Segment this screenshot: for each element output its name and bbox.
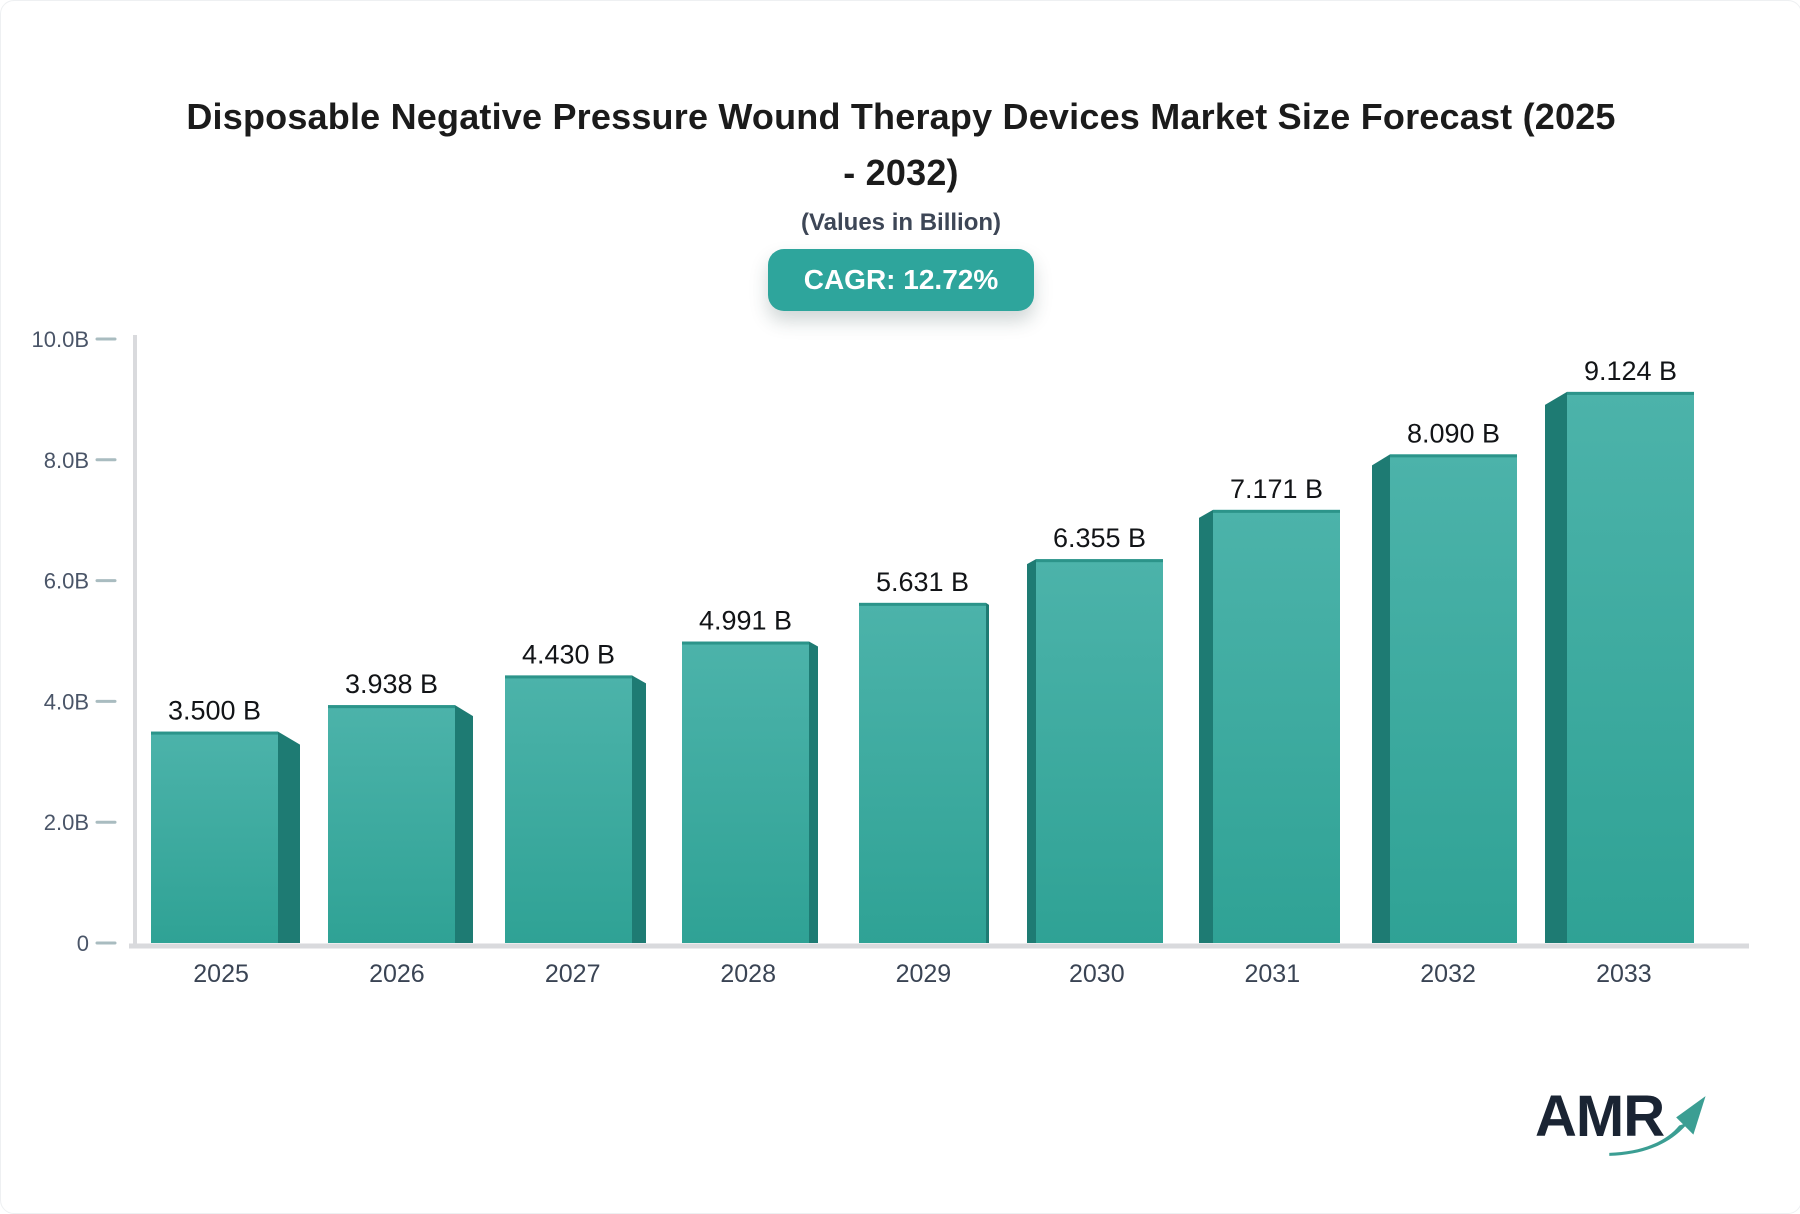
- title-line-1: Disposable Negative Pressure Wound Thera…: [186, 96, 1616, 137]
- svg-text:3.500 B: 3.500 B: [168, 696, 261, 726]
- svg-text:5.631 B: 5.631 B: [876, 567, 969, 597]
- svg-text:8.0B: 8.0B: [44, 448, 89, 473]
- svg-text:2027: 2027: [545, 960, 601, 988]
- svg-text:3.938 B: 3.938 B: [345, 669, 438, 699]
- svg-text:2025: 2025: [193, 960, 249, 988]
- svg-text:7.171 B: 7.171 B: [1230, 474, 1323, 504]
- svg-text:2030: 2030: [1069, 960, 1125, 988]
- chart-subtitle: (Values in Billion): [800, 209, 1002, 236]
- svg-text:4.991 B: 4.991 B: [699, 606, 792, 636]
- chart-header: Disposable Negative Pressure Wound Thera…: [51, 89, 1751, 311]
- svg-text:2031: 2031: [1244, 960, 1300, 988]
- svg-text:4.430 B: 4.430 B: [522, 639, 615, 669]
- svg-text:10.0B: 10.0B: [32, 327, 90, 352]
- svg-text:0: 0: [77, 931, 89, 956]
- svg-text:2026: 2026: [369, 960, 425, 988]
- title-line-2: - 2032): [843, 152, 959, 193]
- svg-text:2033: 2033: [1596, 960, 1652, 988]
- svg-text:2.0B: 2.0B: [44, 810, 89, 835]
- svg-text:6.0B: 6.0B: [44, 569, 89, 594]
- svg-text:2032: 2032: [1420, 960, 1476, 988]
- cagr-badge: CAGR: 12.72%: [767, 249, 1035, 311]
- svg-text:2029: 2029: [896, 960, 952, 988]
- svg-text:6.355 B: 6.355 B: [1053, 523, 1146, 553]
- svg-text:9.124 B: 9.124 B: [1584, 356, 1677, 386]
- svg-text:2028: 2028: [720, 960, 776, 988]
- amr-logo: AMR: [1529, 1083, 1729, 1178]
- amr-logo-text: AMR: [1535, 1084, 1665, 1149]
- page-title: Disposable Negative Pressure Wound Thera…: [51, 89, 1751, 201]
- growth-arrow-icon: [1609, 1096, 1706, 1156]
- svg-text:8.090 B: 8.090 B: [1407, 418, 1500, 448]
- svg-text:4.0B: 4.0B: [44, 689, 89, 714]
